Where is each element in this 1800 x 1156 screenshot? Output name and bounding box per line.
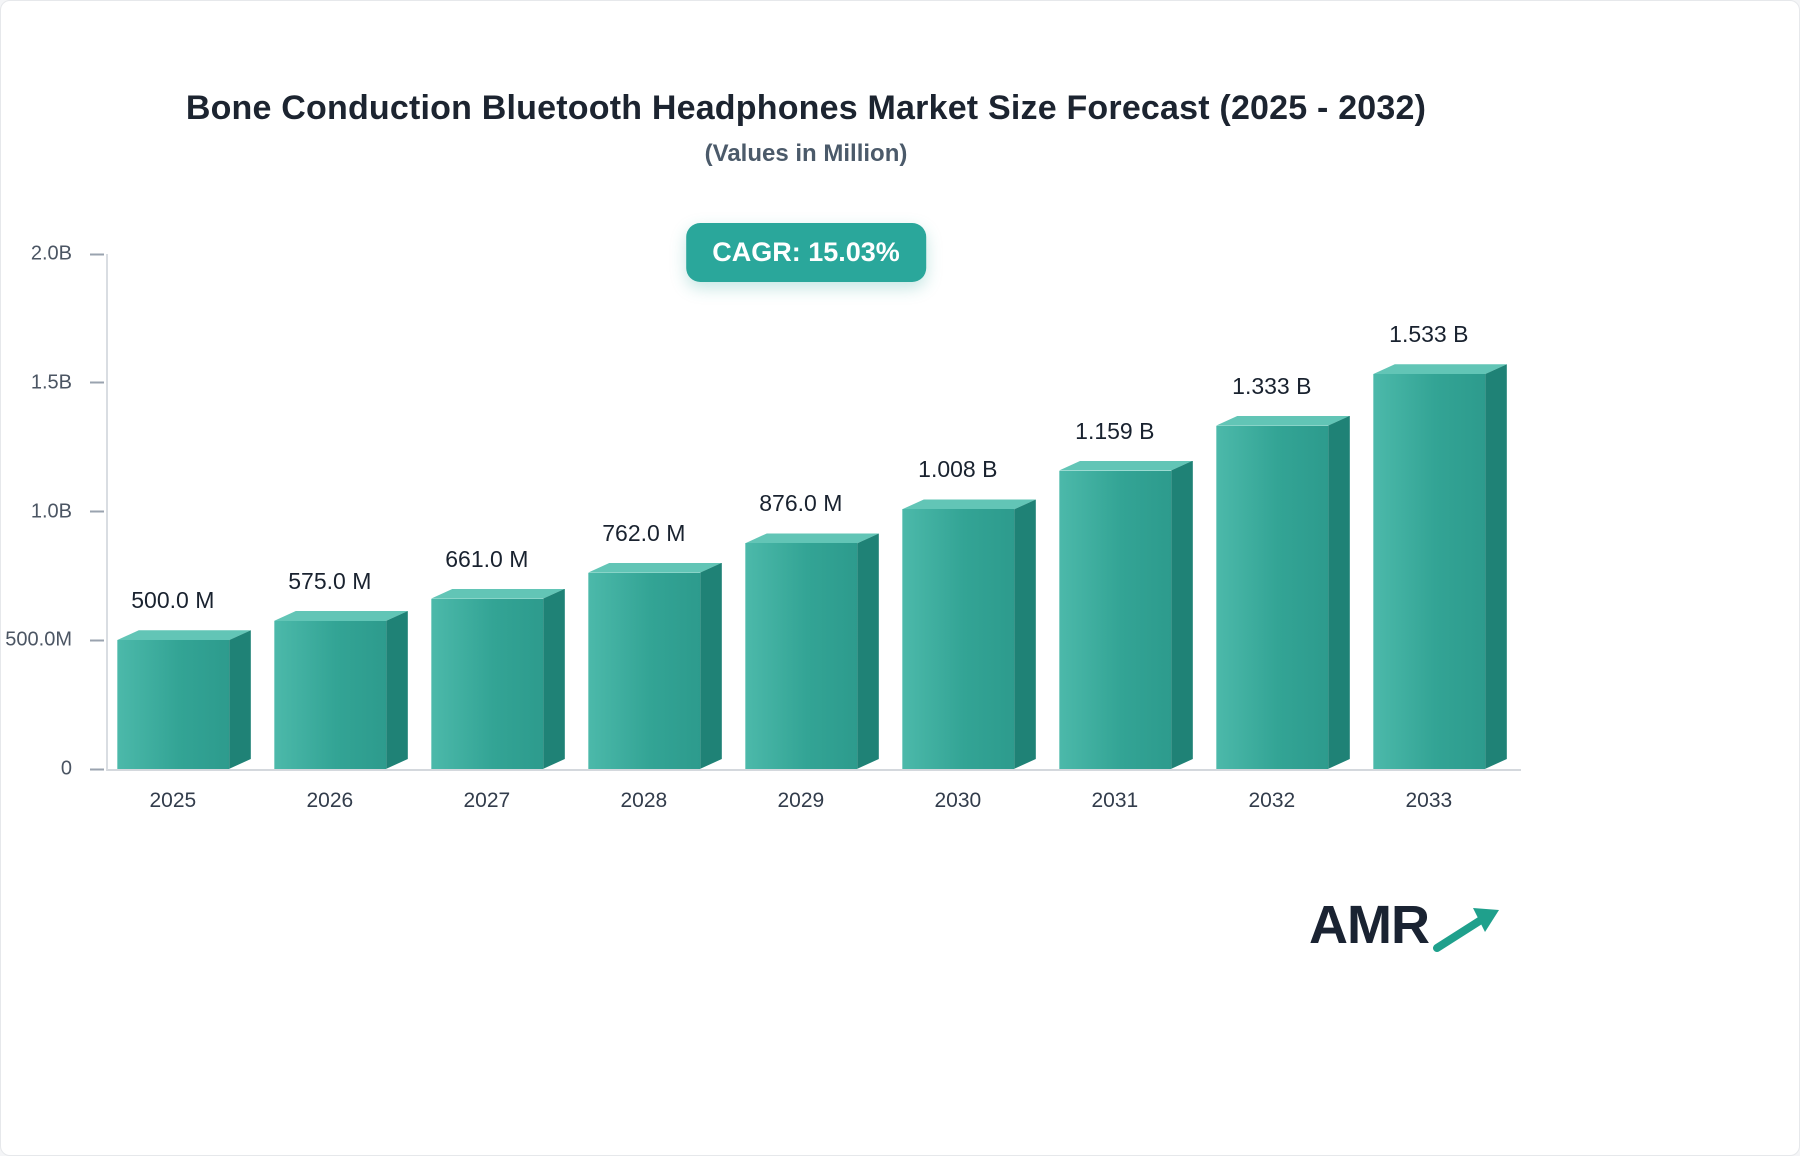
x-axis-label: 2033 (1405, 789, 1453, 812)
bar-group-2031: 1.159 B 2031 (1050, 254, 1207, 812)
bar-value-label: 876.0 M (759, 490, 843, 517)
y-axis-tick-label: 1.0B (1, 500, 104, 523)
bar-value-label: 1.008 B (918, 456, 998, 483)
bar-2027 (430, 588, 565, 769)
bar-value-label: 1.533 B (1389, 321, 1469, 348)
bar-side-face (229, 630, 251, 769)
bar-value-label: 575.0 M (288, 567, 372, 594)
bar-side-face (1485, 364, 1507, 769)
bar-group-2027: 661.0 M 2027 (422, 254, 579, 812)
bar-side-face (1171, 461, 1193, 769)
x-axis-label: 2028 (620, 789, 668, 812)
bar-top-face (744, 533, 879, 544)
bar-stack: 575.0 M 2026 (273, 254, 408, 812)
bar-side-face (857, 533, 879, 769)
bar-side-face (386, 611, 408, 769)
bar-2033 (1372, 364, 1507, 769)
bar-top-face (901, 499, 1036, 510)
bar-stack: 1.159 B 2031 (1058, 254, 1193, 812)
bar-stack: 1.008 B 2030 (901, 254, 1036, 812)
y-axis-tick-label: 0 (1, 758, 104, 781)
bar-stack: 661.0 M 2027 (430, 254, 565, 812)
growth-arrow-icon (1433, 908, 1499, 952)
chart-subtitle: (Values in Million) (704, 140, 908, 167)
amr-logo: AMR (1309, 894, 1499, 964)
y-axis-tick-mark (90, 253, 104, 255)
bar-stack: 500.0 M 2025 (116, 254, 251, 812)
bar-group-2025: 500.0 M 2025 (108, 254, 265, 812)
bar-stack: 762.0 M 2028 (587, 254, 722, 812)
x-axis-label: 2031 (1091, 789, 1139, 812)
bar-value-label: 1.159 B (1075, 417, 1155, 444)
bar-2030 (901, 499, 1036, 769)
bar-side-face (543, 589, 565, 769)
bar-top-face (116, 630, 251, 641)
bar-value-label: 762.0 M (602, 519, 686, 546)
bar-top-face (1058, 460, 1193, 471)
bar-top-face (430, 588, 565, 599)
bar-2028 (587, 562, 722, 769)
x-axis-label: 2025 (149, 789, 197, 812)
bar-group-2029: 876.0 M 2029 (736, 254, 893, 812)
cagr-badge: CAGR: 15.03% (686, 223, 926, 282)
y-axis-tick-mark (90, 381, 104, 384)
bar-stack: 876.0 M 2029 (744, 254, 879, 812)
y-axis-tick-label: 500.0M (1, 629, 104, 652)
y-axis-tick-mark (90, 639, 104, 642)
bar-2026 (273, 610, 408, 769)
y-axis-tick-mark (90, 510, 104, 513)
bar-group-2028: 762.0 M 2028 (579, 254, 736, 812)
bar-top-face (273, 610, 408, 621)
x-axis-label: 2030 (934, 789, 982, 812)
bar-group-2026: 575.0 M 2026 (265, 254, 422, 812)
amr-logo-text: AMR (1309, 895, 1430, 955)
bar-2032 (1215, 415, 1350, 769)
bar-group-2033: 1.533 B 2033 (1364, 254, 1521, 812)
bar-stack: 1.533 B 2033 (1372, 254, 1507, 812)
chart-title: Bone Conduction Bluetooth Headphones Mar… (185, 89, 1427, 127)
y-axis-tick-label: 1.5B (1, 371, 104, 394)
bar-side-face (1328, 416, 1350, 769)
bar-group-2030: 1.008 B 2030 (893, 254, 1050, 812)
x-axis-label: 2026 (306, 789, 354, 812)
bar-value-label: 661.0 M (445, 545, 529, 572)
bars-container: 500.0 M 2025 575.0 M 2026 661.0 M 2027 762.0 M… (108, 254, 1521, 812)
x-axis-label: 2032 (1248, 789, 1296, 812)
chart-header: Bone Conduction Bluetooth Headphones Mar… (1, 89, 1611, 168)
bar-top-face (587, 562, 722, 573)
bar-top-face (1215, 415, 1350, 426)
bar-side-face (700, 563, 722, 769)
bar-side-face (1014, 499, 1036, 769)
x-axis-label: 2029 (777, 789, 825, 812)
plot-area: 0 500.0M 1.0B 1.5B 2.0B 500.0 M 2025 575.0 M 20… (5, 243, 1521, 812)
y-axis-tick-mark (90, 768, 104, 770)
bar-value-label: 1.333 B (1232, 372, 1312, 399)
bar-top-face (1372, 364, 1507, 375)
bar-2025 (116, 630, 229, 769)
bar-2031 (1058, 460, 1193, 769)
y-axis-tick-label: 2.0B (1, 243, 104, 266)
cagr-badge-label: CAGR: 15.03% (712, 237, 900, 267)
bar-stack: 1.333 B 2032 (1215, 254, 1350, 812)
bar-group-2032: 1.333 B 2032 (1207, 254, 1364, 812)
bar-value-label: 500.0 M (131, 587, 215, 614)
x-axis-label: 2027 (463, 789, 511, 812)
bar-2029 (744, 533, 879, 769)
